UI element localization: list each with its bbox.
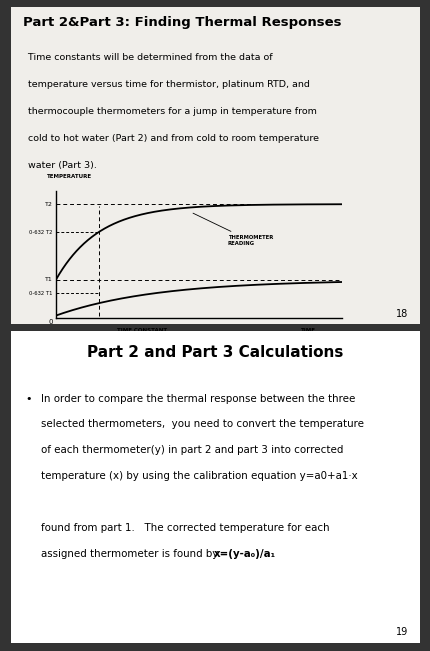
Text: T1: T1 [45,277,53,283]
Text: 0-632 T1: 0-632 T1 [29,290,53,296]
Text: THERMOMETER
READING: THERMOMETER READING [193,213,273,246]
Text: •: • [25,394,31,404]
Text: 19: 19 [395,627,407,637]
Text: temperature versus time for thermistor, platinum RTD, and: temperature versus time for thermistor, … [19,79,309,89]
Text: Part 2 and Part 3 Calculations: Part 2 and Part 3 Calculations [87,346,343,361]
Text: water (Part 3).: water (Part 3). [19,161,97,170]
Text: In order to compare the thermal response between the three: In order to compare the thermal response… [41,394,355,404]
Text: of each thermometer(y) in part 2 and part 3 into corrected: of each thermometer(y) in part 2 and par… [41,445,343,455]
Text: TEMPERATURE: TEMPERATURE [47,174,92,179]
Text: cold to hot water (Part 2) and from cold to room temperature: cold to hot water (Part 2) and from cold… [19,133,318,143]
Text: assigned thermometer is found by: assigned thermometer is found by [41,549,225,559]
Text: thermocouple thermometers for a jump in temperature from: thermocouple thermometers for a jump in … [19,107,316,116]
Text: 18: 18 [395,309,407,320]
Text: temperature (x) by using the calibration equation y=a0+a1·x: temperature (x) by using the calibration… [41,471,357,481]
Text: 0-632 T2: 0-632 T2 [29,230,53,234]
Text: selected thermometers,  you need to convert the temperature: selected thermometers, you need to conve… [41,419,364,430]
Text: found from part 1.   The corrected temperature for each: found from part 1. The corrected tempera… [41,523,329,533]
Text: Time constants will be determined from the data of: Time constants will be determined from t… [19,53,272,62]
Text: TIME: TIME [300,328,315,333]
Text: 0: 0 [48,319,53,325]
Text: T2: T2 [45,202,53,206]
Text: x=(y-a₀)/a₁: x=(y-a₀)/a₁ [213,549,275,559]
Text: Part 2&Part 3: Finding Thermal Responses: Part 2&Part 3: Finding Thermal Responses [23,16,341,29]
Text: TIME CONSTANT: TIME CONSTANT [117,328,166,333]
